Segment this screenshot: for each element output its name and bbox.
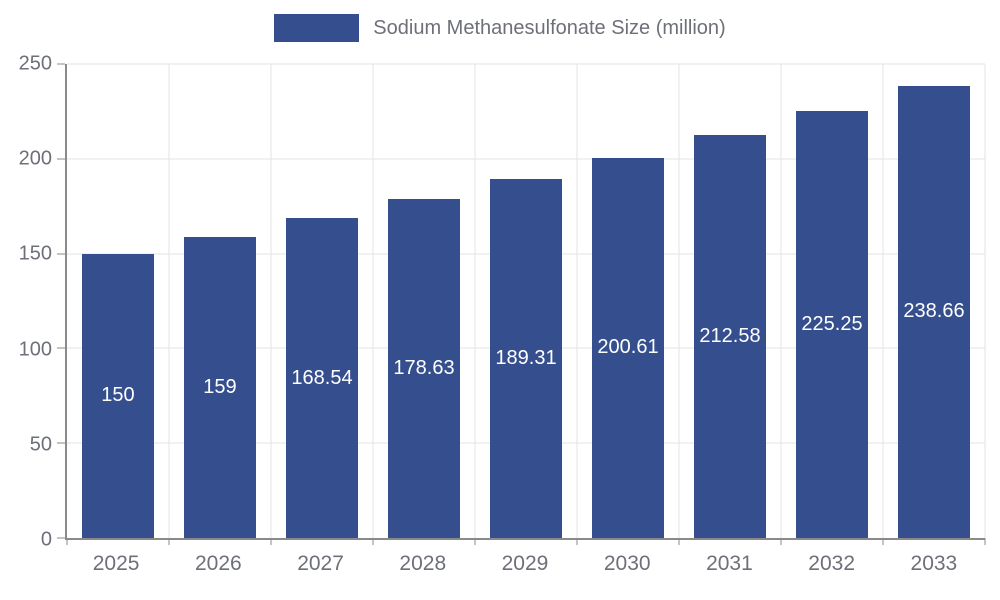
bar-value-label: 178.63 xyxy=(393,357,455,380)
x-tick-mark xyxy=(372,538,374,545)
x-tick-mark xyxy=(474,538,476,545)
bar-2031[interactable]: 212.58 xyxy=(694,134,766,538)
gridline-vertical xyxy=(270,64,272,538)
gridline-vertical xyxy=(474,64,476,538)
bar-value-label: 200.61 xyxy=(597,336,659,359)
bar-value-label: 225.25 xyxy=(801,312,863,335)
x-axis-labels: 2025 2026 2027 2028 2029 2030 2031 2032 2033 xyxy=(65,552,985,582)
x-category-label: 2026 xyxy=(194,552,242,575)
x-tick-mark xyxy=(882,538,884,545)
x-category-label: 2031 xyxy=(706,552,753,575)
x-category-label: 2032 xyxy=(808,552,856,575)
bar-value-label: 168.54 xyxy=(291,366,353,389)
x-tick-mark xyxy=(576,538,578,545)
gridline-vertical xyxy=(780,64,782,538)
bar-value-label: 238.66 xyxy=(903,300,965,323)
y-tick-label: 200 xyxy=(18,147,52,170)
gridline-horizontal xyxy=(67,158,985,160)
y-tick-mark xyxy=(57,347,65,349)
x-tick-mark xyxy=(678,538,680,545)
bar-2026[interactable]: 159 xyxy=(184,236,256,538)
plot-area: 150 159 168.54 178.63 189.31 200.61 212.58 225.… xyxy=(57,63,986,545)
gridline-vertical xyxy=(168,64,170,538)
x-tick-mark xyxy=(780,538,782,545)
bar-2033[interactable]: 238.66 xyxy=(898,85,970,538)
gridline-vertical xyxy=(882,64,884,538)
x-category-label: 2027 xyxy=(297,552,344,575)
bar-2027[interactable]: 168.54 xyxy=(286,218,358,538)
legend-swatch-icon xyxy=(274,14,360,42)
y-tick-label: 100 xyxy=(18,338,52,361)
y-tick-mark xyxy=(57,158,65,160)
gridline-vertical xyxy=(984,64,986,538)
y-tick-mark xyxy=(57,63,65,65)
x-tick-mark xyxy=(984,538,986,545)
bar-value-label: 159 xyxy=(203,375,237,398)
bar-2028[interactable]: 178.63 xyxy=(388,199,460,538)
gridline-vertical xyxy=(678,64,680,538)
bar-value-label: 150 xyxy=(101,384,135,407)
legend-label: Sodium Methanesulfonate Size (million) xyxy=(373,16,726,39)
y-tick-mark xyxy=(57,253,65,255)
bar-2029[interactable]: 189.31 xyxy=(490,179,562,538)
y-tick-label: 0 xyxy=(40,528,52,551)
gridline-horizontal xyxy=(67,63,985,65)
legend[interactable]: Sodium Methanesulfonate Size (million) xyxy=(0,12,1000,44)
bar-2030[interactable]: 200.61 xyxy=(592,157,664,538)
bar-value-label: 189.31 xyxy=(495,347,557,370)
y-tick-label: 250 xyxy=(18,52,52,75)
x-category-label: 2033 xyxy=(910,552,958,575)
y-tick-mark xyxy=(57,537,65,539)
gridline-vertical xyxy=(372,64,374,538)
x-category-label: 2028 xyxy=(399,552,447,575)
y-tick-mark xyxy=(57,442,65,444)
x-category-label: 2030 xyxy=(603,552,651,575)
x-tick-mark xyxy=(66,538,68,545)
bar-2025[interactable]: 150 xyxy=(82,253,154,538)
y-tick-label: 50 xyxy=(29,433,52,456)
bar-value-label: 212.58 xyxy=(699,324,761,347)
x-category-label: 2029 xyxy=(501,552,549,575)
gridline-vertical xyxy=(576,64,578,538)
bar-2032[interactable]: 225.25 xyxy=(796,110,868,538)
x-tick-mark xyxy=(270,538,272,545)
x-tick-mark xyxy=(168,538,170,545)
y-tick-label: 150 xyxy=(18,242,52,265)
x-category-label: 2025 xyxy=(92,552,140,575)
y-axis-labels: 0 50 100 150 200 250 xyxy=(0,53,52,551)
